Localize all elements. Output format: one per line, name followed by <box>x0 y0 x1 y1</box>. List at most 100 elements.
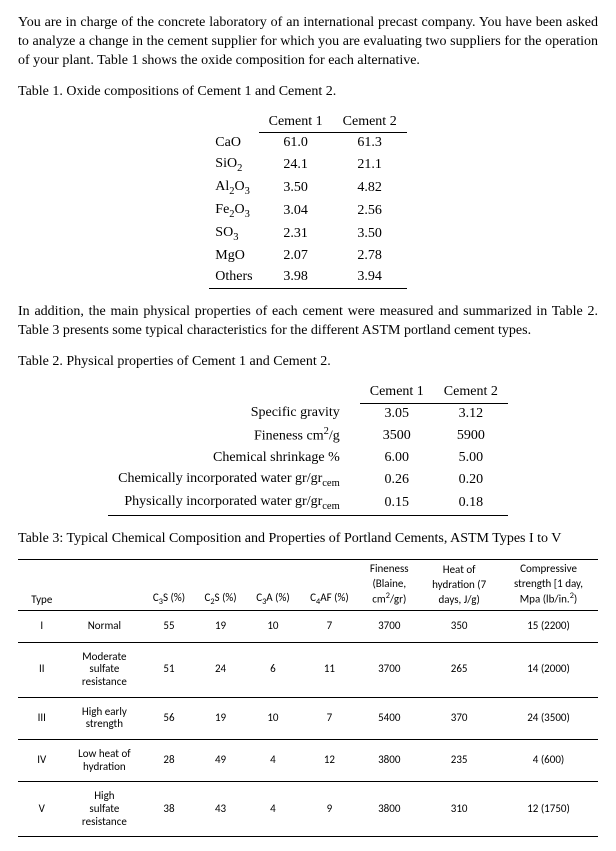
t1-c2: 21.1 <box>333 154 407 177</box>
t3-h-strength: Compressivestrength [1 day,Mpa (lb/in.2) <box>499 559 598 610</box>
t1-c1: 24.1 <box>259 154 333 177</box>
t3-desc: High earlystrength <box>66 697 144 739</box>
t3-c3a: 10 <box>246 697 299 739</box>
table2-h-blank <box>108 382 360 403</box>
t1-c1: 2.31 <box>259 223 333 246</box>
t3-h-c3s: C3S (%) <box>143 559 195 610</box>
table2: Cement 1 Cement 2 Specific gravity3.053.… <box>108 382 508 516</box>
t3-strength: 4 (600) <box>499 739 598 781</box>
t3-c3s: 51 <box>143 642 195 697</box>
t3-fineness: 5400 <box>359 697 419 739</box>
t3-desc: Moderatesulfateresistance <box>66 642 144 697</box>
t3-c3a: 6 <box>246 642 299 697</box>
t2-c2: 0.20 <box>434 469 508 492</box>
t3-heat: 310 <box>419 782 499 837</box>
t2-label: Specific gravity <box>108 403 360 424</box>
t3-desc: Highsulfateresistance <box>66 782 144 837</box>
t3-c3s: 38 <box>143 782 195 837</box>
table1-h-blank <box>209 112 258 133</box>
t3-type: IV <box>18 739 66 781</box>
table1-h-c1: Cement 1 <box>259 112 333 133</box>
t2-label: Chemical shrinkage % <box>108 448 360 469</box>
t3-h-fineness: Fineness(Blaine,cm2/gr) <box>359 559 419 610</box>
t3-c3a: 4 <box>246 739 299 781</box>
t3-c2s: 19 <box>195 697 247 739</box>
t2-c2: 0.18 <box>434 492 508 515</box>
t1-c2: 3.94 <box>333 267 407 288</box>
t2-c1: 0.15 <box>360 492 434 515</box>
t3-heat: 265 <box>419 642 499 697</box>
t3-type: I <box>18 610 66 642</box>
t3-heat: 370 <box>419 697 499 739</box>
table1-wrap: Cement 1 Cement 2 CaO61.061.3 SiO224.121.… <box>18 112 598 289</box>
t3-fineness: 3800 <box>359 782 419 837</box>
t3-h-c3a: C3A (%) <box>246 559 299 610</box>
t2-c1: 3500 <box>360 424 434 448</box>
t2-c1: 6.00 <box>360 448 434 469</box>
t3-c2s: 49 <box>195 739 247 781</box>
t2-c1: 0.26 <box>360 469 434 492</box>
t1-c1: 3.50 <box>259 177 333 200</box>
t3-heat: 350 <box>419 610 499 642</box>
t3-heat: 235 <box>419 739 499 781</box>
table2-wrap: Cement 1 Cement 2 Specific gravity3.053.… <box>18 382 598 516</box>
t2-c2: 5.00 <box>434 448 508 469</box>
t3-c2s: 19 <box>195 610 247 642</box>
t3-h-heat: Heat ofhydration (7days, J/g) <box>419 559 499 610</box>
t3-c3a: 10 <box>246 610 299 642</box>
t2-c1: 3.05 <box>360 403 434 424</box>
t1-label: MgO <box>209 246 258 267</box>
t2-c2: 3.12 <box>434 403 508 424</box>
t3-strength: 14 (2000) <box>499 642 598 697</box>
t3-h-c2s: C2S (%) <box>195 559 247 610</box>
table3-caption: Table 3: Typical Chemical Composition an… <box>18 530 598 549</box>
t3-c2s: 24 <box>195 642 247 697</box>
t2-c2: 5900 <box>434 424 508 448</box>
t1-label: Others <box>209 267 258 288</box>
t1-c1: 3.04 <box>259 200 333 223</box>
t3-fineness: 3700 <box>359 642 419 697</box>
t3-h-desc <box>66 559 144 610</box>
t1-c1: 2.07 <box>259 246 333 267</box>
t3-c2s: 43 <box>195 782 247 837</box>
table3: Type C3S (%) C2S (%) C3A (%) C4AF (%) Fi… <box>18 559 598 837</box>
t3-h-type: Type <box>18 559 66 610</box>
table1: Cement 1 Cement 2 CaO61.061.3 SiO224.121.… <box>209 112 406 289</box>
t3-c3s: 28 <box>143 739 195 781</box>
t1-c2: 2.78 <box>333 246 407 267</box>
t3-fineness: 3700 <box>359 610 419 642</box>
t1-label: SiO2 <box>209 154 258 177</box>
t2-label: Fineness cm2/g <box>108 424 360 448</box>
t3-c4af: 11 <box>300 642 360 697</box>
table1-h-c2: Cement 2 <box>333 112 407 133</box>
t1-c2: 2.56 <box>333 200 407 223</box>
t1-c1: 61.0 <box>259 133 333 154</box>
t1-c2: 4.82 <box>333 177 407 200</box>
t3-c4af: 9 <box>300 782 360 837</box>
mid-paragraph: In addition, the main physical propertie… <box>18 303 598 341</box>
table2-h-c1: Cement 1 <box>360 382 434 403</box>
table2-caption: Table 2. Physical properties of Cement 1… <box>18 353 598 372</box>
t3-strength: 12 (1750) <box>499 782 598 837</box>
t2-label: Chemically incorporated water gr/grcem <box>108 469 360 492</box>
t1-label: Fe2O3 <box>209 200 258 223</box>
t3-type: III <box>18 697 66 739</box>
t3-c4af: 7 <box>300 610 360 642</box>
t1-label: Al2O3 <box>209 177 258 200</box>
t1-label: CaO <box>209 133 258 154</box>
t3-c4af: 7 <box>300 697 360 739</box>
t1-c1: 3.98 <box>259 267 333 288</box>
t3-desc: Normal <box>66 610 144 642</box>
t3-desc: Low heat ofhydration <box>66 739 144 781</box>
t1-c2: 61.3 <box>333 133 407 154</box>
t3-strength: 24 (3500) <box>499 697 598 739</box>
t3-c4af: 12 <box>300 739 360 781</box>
t3-c3a: 4 <box>246 782 299 837</box>
t3-c3s: 55 <box>143 610 195 642</box>
t3-h-c4af: C4AF (%) <box>300 559 360 610</box>
t3-fineness: 3800 <box>359 739 419 781</box>
intro-paragraph: You are in charge of the concrete labora… <box>18 14 598 71</box>
table2-h-c2: Cement 2 <box>434 382 508 403</box>
t2-label: Physically incorporated water gr/grcem <box>108 492 360 515</box>
t3-c3s: 56 <box>143 697 195 739</box>
